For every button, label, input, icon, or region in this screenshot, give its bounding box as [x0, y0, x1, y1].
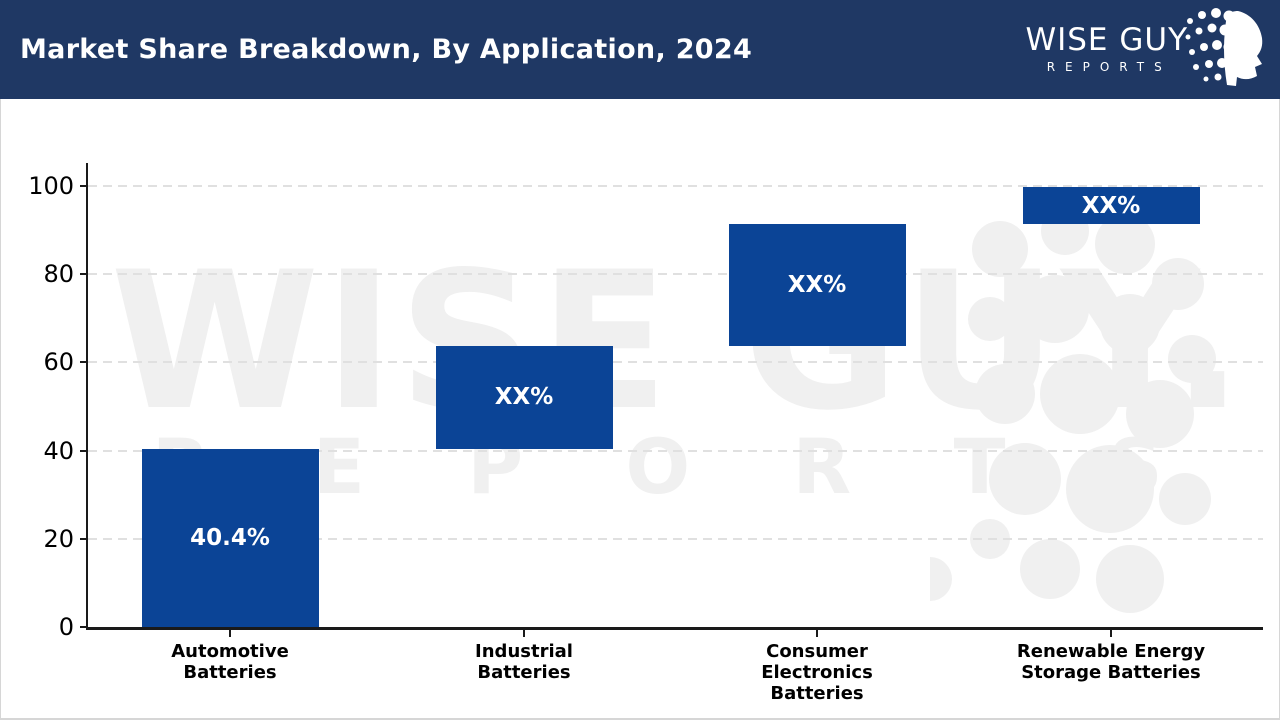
y-gridline	[88, 273, 1263, 276]
x-category-label: Renewable Energy Storage Batteries	[1016, 641, 1206, 684]
bar-value-label: XX%	[1081, 192, 1141, 219]
bar-value-label: XX%	[787, 272, 847, 299]
y-tick	[80, 361, 88, 364]
y-axis-line	[86, 163, 88, 630]
x-category-label: Consumer Electronics Batteries	[761, 641, 873, 705]
wiseguy-logo: WISE GUY REPORTS	[1025, 7, 1266, 93]
y-tick	[80, 626, 88, 628]
logo-subtitle: REPORTS	[1046, 60, 1172, 74]
chart-header: Market Share Breakdown, By Application, …	[0, 0, 1280, 99]
x-tick	[523, 630, 525, 637]
y-tick-label: 60	[43, 348, 74, 377]
x-tick	[229, 630, 231, 637]
wiseguy-logo-text: WISE GUY REPORTS	[1025, 22, 1188, 75]
plot-area: 0 20 40 60 80 100 40.4% XX% XX% XX% Automotive Bat…	[0, 99, 1280, 720]
x-axis-line	[86, 627, 1263, 630]
x-category-label: Industrial Batteries	[475, 641, 573, 684]
bar-value-label: 40.4%	[190, 524, 270, 551]
bar-automotive-batteries: 40.4%	[141, 448, 319, 627]
y-gridline	[88, 449, 1263, 452]
y-gridline	[88, 361, 1263, 364]
bar-value-label: XX%	[494, 384, 554, 411]
y-tick-label: 80	[43, 260, 74, 289]
y-gridline	[88, 537, 1263, 540]
x-tick	[1110, 630, 1112, 637]
x-category-label: Automotive Batteries	[171, 641, 289, 684]
y-gridline	[88, 185, 1263, 187]
y-tick	[80, 273, 88, 276]
y-tick-label: 0	[58, 613, 74, 641]
bar-consumer-electronics-batteries: XX%	[728, 224, 906, 347]
x-tick	[816, 630, 818, 637]
logo-wordmark: WISE GUY	[1025, 22, 1188, 58]
watermark-head-icon	[908, 189, 1240, 633]
bar-renewable-energy-storage-batteries: XX%	[1022, 186, 1200, 225]
y-tick-label: 20	[43, 524, 74, 553]
bar-industrial-batteries: XX%	[435, 346, 613, 449]
y-tick-label: 40	[43, 436, 74, 465]
y-tick	[80, 185, 88, 187]
y-tick	[80, 537, 88, 540]
page-title: Market Share Breakdown, By Application, …	[20, 34, 753, 65]
wiseguy-head-icon	[1182, 7, 1266, 93]
y-tick-label: 100	[28, 172, 74, 200]
chart-body: WISE GUY. R E P O R T S 0 20 40 60 80 100 40.4…	[0, 99, 1280, 720]
y-tick	[80, 449, 88, 452]
